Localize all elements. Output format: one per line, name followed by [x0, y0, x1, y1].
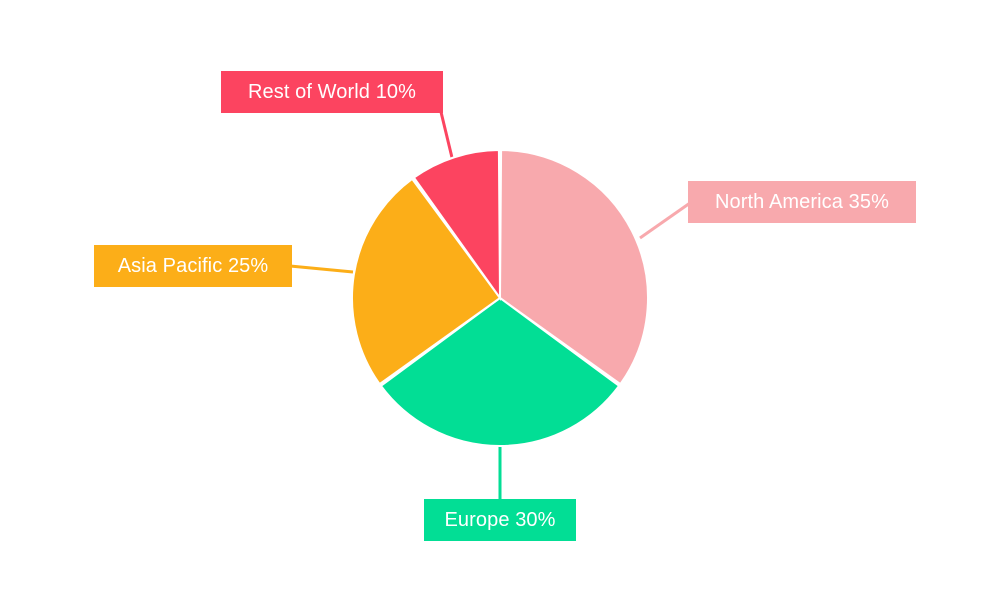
pie-label-asia-pacific-text: Asia Pacific 25%	[117, 255, 269, 277]
pie-slice-asia-pacific[interactable]	[351, 177, 502, 386]
pie-label-europe[interactable]: Europe 30%	[424, 499, 576, 541]
pie-label-north-america[interactable]: North America 35%	[688, 181, 916, 223]
pie-label-north-america-text: North America 35%	[715, 191, 889, 213]
pie-label-rest-of-world-text: Rest of World 10%	[247, 81, 417, 103]
pie-label-europe-text: Europe 30%	[444, 509, 556, 531]
pie-slice-europe[interactable]	[379, 296, 621, 447]
pie-slice-north-america[interactable]	[498, 148, 650, 386]
pie-label-asia-pacific[interactable]: Asia Pacific 25%	[94, 245, 292, 287]
pie-slices-group	[351, 148, 650, 447]
pie-label-rest-of-world[interactable]: Rest of World 10%	[221, 71, 443, 113]
pie-slice-rest-of-world[interactable]	[412, 148, 502, 302]
leader-line-asia-pacific	[289, 264, 354, 274]
leader-line-north-america	[639, 201, 691, 240]
